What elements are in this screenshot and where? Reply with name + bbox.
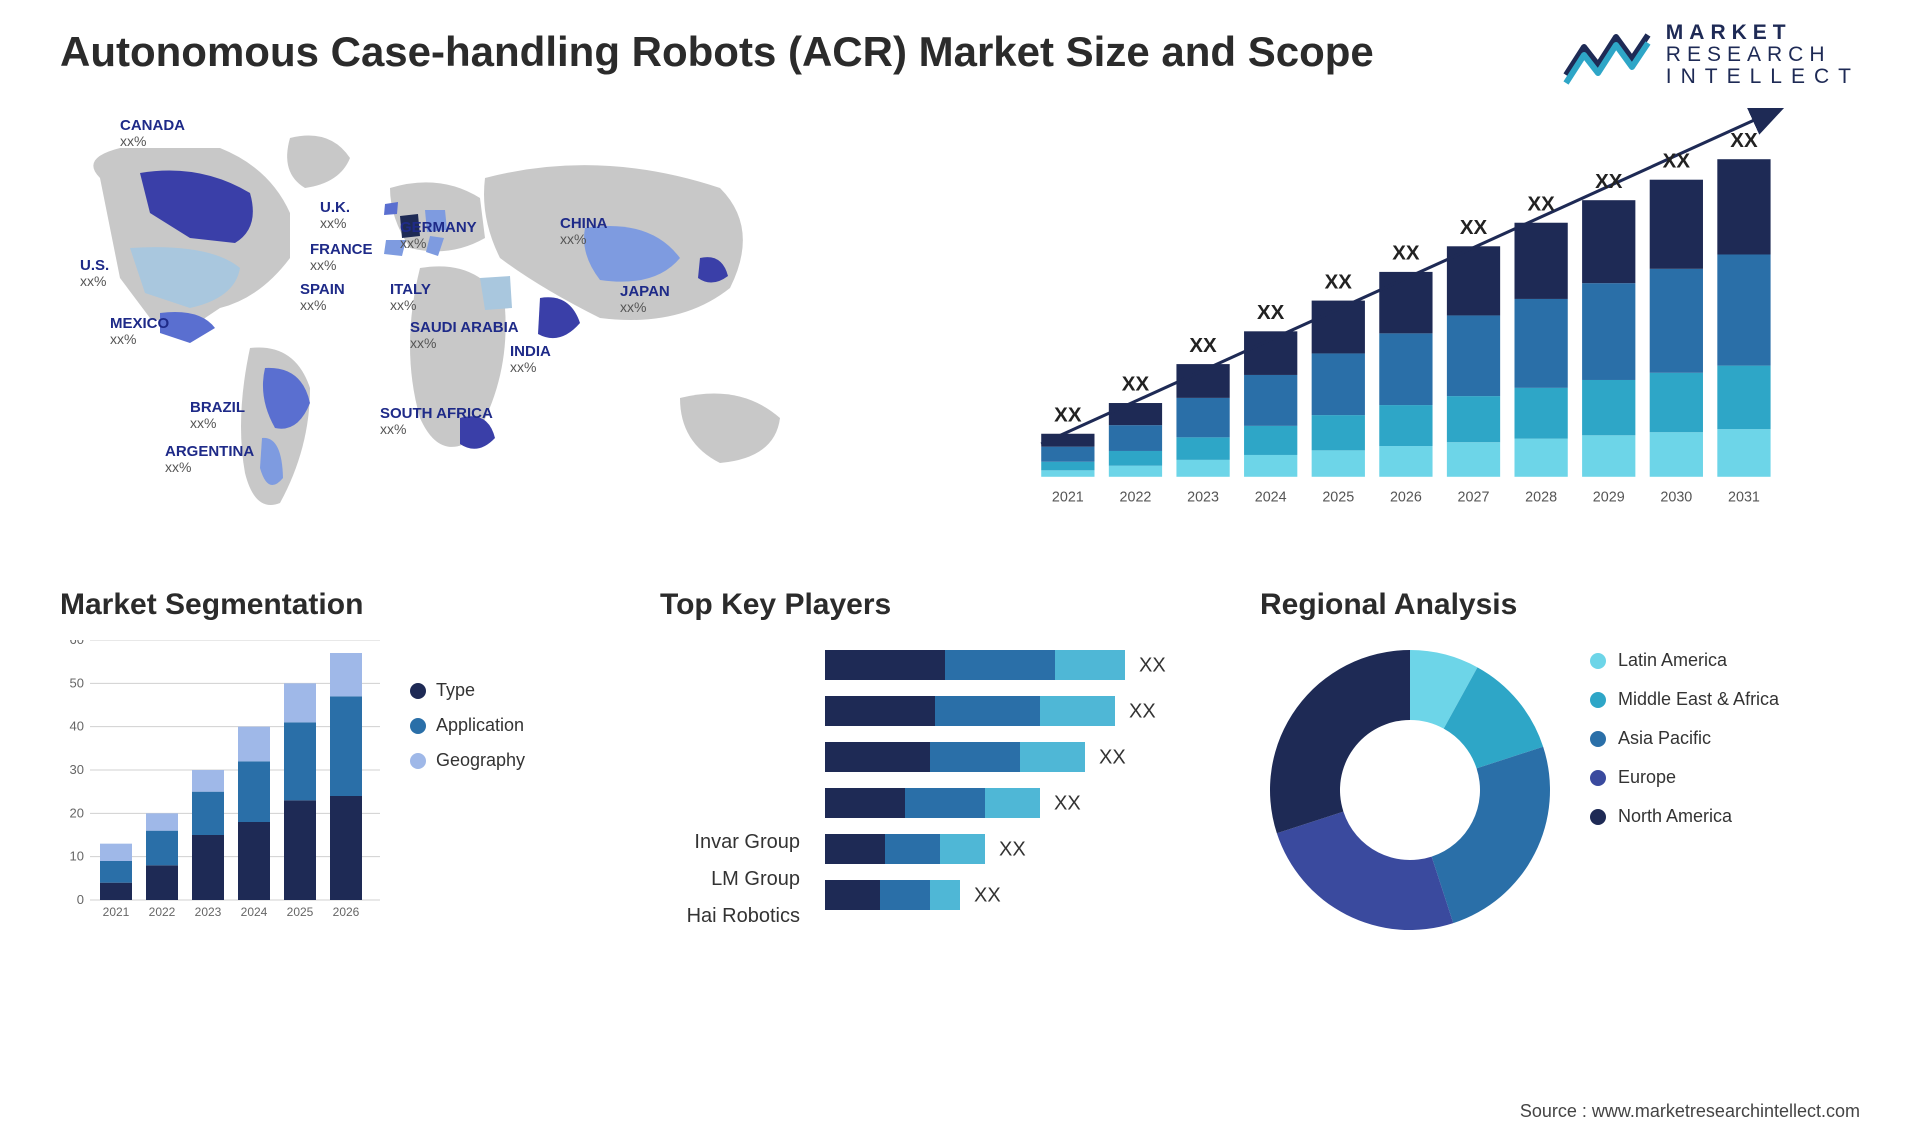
upper-region: CANADAxx% U.S.xx%MEXICOxx% BRAZILxx% ARGENT… <box>0 88 1920 528</box>
map-country-label: SPAINxx% <box>300 282 345 314</box>
svg-text:2025: 2025 <box>1322 490 1354 506</box>
svg-text:2031: 2031 <box>1728 490 1760 506</box>
map-country-label: U.S.xx% <box>80 258 109 290</box>
brand-mark-icon <box>1562 25 1652 85</box>
svg-text:2024: 2024 <box>241 905 268 919</box>
regional-legend: Latin America Middle East & Africa Asia Pa… <box>1590 640 1779 827</box>
svg-text:XX: XX <box>1099 747 1126 769</box>
page-title: Autonomous Case-handling Robots (ACR) Ma… <box>60 28 1374 76</box>
regional-legend-item: Asia Pacific <box>1590 728 1779 749</box>
svg-text:XX: XX <box>1730 129 1758 152</box>
segmentation-title: Market Segmentation <box>60 588 620 622</box>
svg-text:2026: 2026 <box>1390 490 1422 506</box>
svg-text:20: 20 <box>70 805 84 820</box>
brand-line2: RESEARCH <box>1666 44 1860 66</box>
map-country-label: MEXICOxx% <box>110 316 169 348</box>
regional-panel: Regional Analysis Latin America Middle Ea… <box>1260 588 1860 940</box>
svg-text:2021: 2021 <box>103 905 130 919</box>
map-country-label: ARGENTINAxx% <box>165 444 254 476</box>
svg-text:XX: XX <box>999 839 1026 861</box>
segmentation-legend-item: Geography <box>410 750 525 771</box>
lower-region: Market Segmentation 2021 2022 2023 2024 2025… <box>0 528 1920 940</box>
svg-text:2021: 2021 <box>1052 490 1084 506</box>
world-map: CANADAxx% U.S.xx%MEXICOxx% BRAZILxx% ARGENT… <box>40 108 920 528</box>
svg-text:XX: XX <box>1527 193 1555 216</box>
svg-text:XX: XX <box>1392 242 1420 265</box>
svg-text:XX: XX <box>1325 270 1353 293</box>
regional-donut-chart <box>1260 640 1560 940</box>
svg-text:2028: 2028 <box>1525 490 1557 506</box>
segmentation-legend-item: Type <box>410 680 525 701</box>
segmentation-legend-item: Application <box>410 715 525 736</box>
svg-text:10: 10 <box>70 849 84 864</box>
players-names-list: Invar Group LM Group Hai Robotics <box>660 640 800 940</box>
growth-chart-svg: 2021 2022 2023 2024 2025 2026 2027 2028 2029 2030… <box>960 108 1860 528</box>
map-country-label: FRANCExx% <box>310 242 373 274</box>
svg-text:2027: 2027 <box>1458 490 1490 506</box>
svg-text:XX: XX <box>1122 373 1150 396</box>
map-country-label: JAPANxx% <box>620 284 670 316</box>
svg-text:2029: 2029 <box>1593 490 1625 506</box>
svg-text:2022: 2022 <box>1120 490 1152 506</box>
player-name: Hai Robotics <box>660 905 800 928</box>
regional-title: Regional Analysis <box>1260 588 1860 622</box>
svg-text:40: 40 <box>70 719 84 734</box>
svg-text:XX: XX <box>1054 404 1082 427</box>
segmentation-legend: Type Application Geography <box>410 640 525 940</box>
svg-text:0: 0 <box>77 892 84 907</box>
brand-line3: INTELLECT <box>1666 66 1860 88</box>
svg-text:2024: 2024 <box>1255 490 1287 506</box>
map-country-label: CANADAxx% <box>120 118 185 150</box>
svg-text:XX: XX <box>1460 216 1488 239</box>
source-attribution: Source : www.marketresearchintellect.com <box>1520 1101 1860 1122</box>
brand-line1: MARKET <box>1666 22 1860 44</box>
map-country-label: GERMANYxx% <box>400 220 477 252</box>
svg-text:XX: XX <box>1139 655 1166 677</box>
segmentation-chart: 2021 2022 2023 2024 2025 2026 0 10 20 30 40 50 60 <box>60 640 380 940</box>
svg-text:2026: 2026 <box>333 905 360 919</box>
svg-text:50: 50 <box>70 675 84 690</box>
svg-text:XX: XX <box>1663 150 1691 173</box>
map-country-label: SOUTH AFRICAxx% <box>380 406 493 438</box>
map-country-label: ITALYxx% <box>390 282 431 314</box>
players-title: Top Key Players <box>660 588 1220 622</box>
svg-text:2023: 2023 <box>195 905 222 919</box>
player-name: LM Group <box>660 868 800 891</box>
player-name: Invar Group <box>660 831 800 854</box>
map-country-label: CHINAxx% <box>560 216 608 248</box>
map-country-label: SAUDI ARABIAxx% <box>410 320 519 352</box>
regional-legend-item: Europe <box>1590 767 1779 788</box>
segmentation-panel: Market Segmentation 2021 2022 2023 2024 2025… <box>60 588 620 940</box>
regional-legend-item: North America <box>1590 806 1779 827</box>
map-country-label: BRAZILxx% <box>190 400 245 432</box>
regional-legend-item: Latin America <box>1590 650 1779 671</box>
svg-text:2022: 2022 <box>149 905 176 919</box>
brand-text: MARKET RESEARCH INTELLECT <box>1666 22 1860 88</box>
brand-logo: MARKET RESEARCH INTELLECT <box>1562 22 1860 88</box>
svg-text:XX: XX <box>1129 701 1156 723</box>
svg-text:XX: XX <box>1054 793 1081 815</box>
svg-text:XX: XX <box>1257 301 1285 324</box>
svg-text:XX: XX <box>1189 334 1217 357</box>
map-country-label: INDIAxx% <box>510 344 551 376</box>
header-row: Autonomous Case-handling Robots (ACR) Ma… <box>0 0 1920 88</box>
regional-legend-item: Middle East & Africa <box>1590 689 1779 710</box>
svg-text:2023: 2023 <box>1187 490 1219 506</box>
svg-text:60: 60 <box>70 640 84 647</box>
svg-text:2025: 2025 <box>287 905 314 919</box>
svg-text:30: 30 <box>70 762 84 777</box>
players-chart: XX XX XX XX XX XX <box>825 640 1205 940</box>
svg-text:2030: 2030 <box>1660 490 1692 506</box>
map-country-label: U.K.xx% <box>320 200 350 232</box>
players-panel: Top Key Players Invar Group LM Group Hai R… <box>660 588 1220 940</box>
svg-text:XX: XX <box>974 885 1001 907</box>
growth-chart: 2021 2022 2023 2024 2025 2026 2027 2028 2029 2030… <box>960 108 1860 528</box>
svg-text:XX: XX <box>1595 170 1623 193</box>
